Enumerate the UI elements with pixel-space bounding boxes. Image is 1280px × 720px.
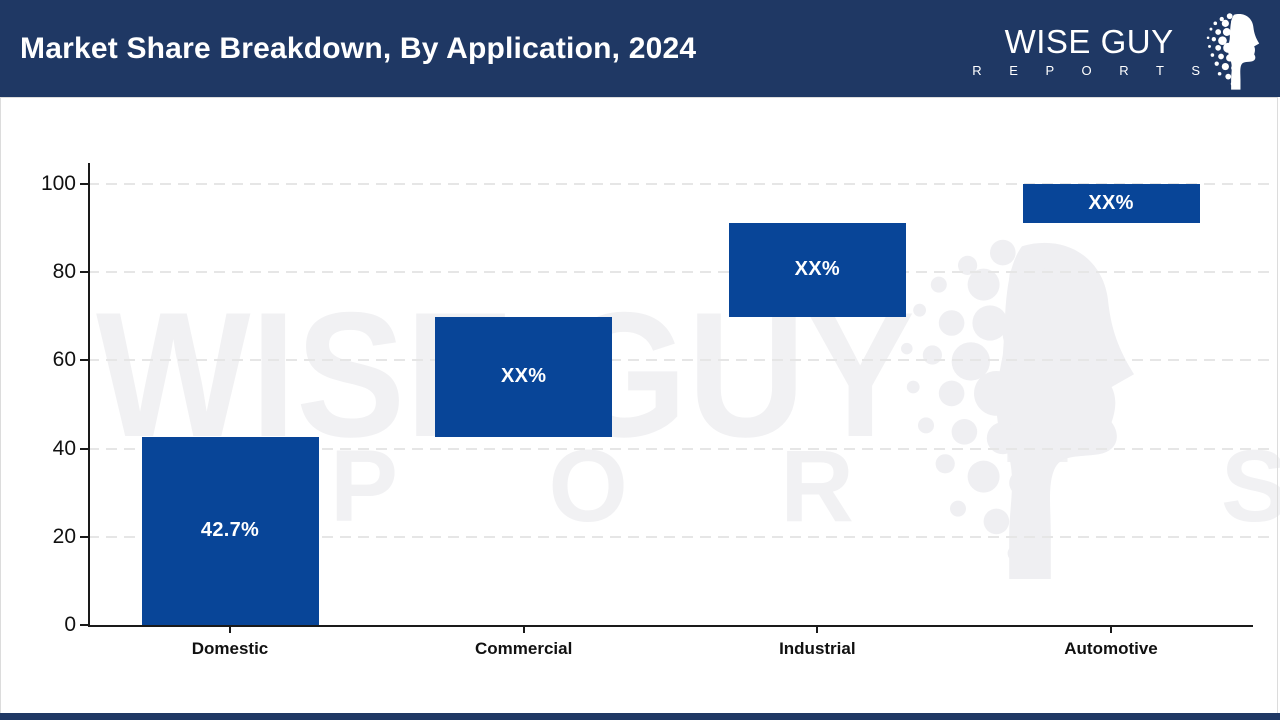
- y-tick-label-60: 60: [52, 348, 76, 372]
- bar-value-label: 42.7%: [200, 519, 260, 542]
- x-tick-label-automotive: Automotive: [1064, 639, 1158, 658]
- x-tick-commercial: [522, 625, 525, 633]
- x-axis-line: [88, 625, 1253, 627]
- y-tick-label-40: 40: [52, 436, 76, 460]
- gridline-80: [88, 271, 1276, 274]
- y-tick-0: [80, 624, 88, 626]
- bar-commercial: XX%: [435, 317, 613, 437]
- logo-wordmark: WISE GUY: [1004, 22, 1174, 60]
- y-tick-40: [80, 447, 88, 450]
- header-bar: Market Share Breakdown, By Application, …: [0, 0, 1280, 97]
- x-tick-label-domestic: Domestic: [191, 639, 269, 658]
- x-tick-industrial: [816, 625, 819, 633]
- gridline-100: [88, 183, 1276, 185]
- bar-value-label: XX%: [1088, 191, 1134, 214]
- y-axis-line: [88, 163, 90, 627]
- gridline-20: [88, 535, 1276, 538]
- gridline-40: [88, 447, 1276, 450]
- logo-text: WISE GUY R E P O R T S: [966, 23, 1212, 78]
- bar-domestic: 42.7%: [141, 436, 319, 625]
- chart-title: Market Share Breakdown, By Application, …: [20, 31, 697, 65]
- y-tick-80: [80, 271, 88, 274]
- y-tick-100: [80, 183, 88, 185]
- bar-automotive: XX%: [1022, 184, 1200, 223]
- wiseguy-logo: WISE GUY R E P O R T S: [966, 6, 1270, 94]
- x-tick-label-industrial: Industrial: [779, 639, 856, 658]
- x-tick-automotive: [1110, 625, 1112, 633]
- y-tick-label-0: 0: [64, 613, 76, 636]
- bar-industrial: XX%: [728, 222, 906, 318]
- x-tick-domestic: [229, 625, 231, 633]
- y-tick-label-80: 80: [52, 260, 76, 284]
- y-tick-60: [80, 359, 88, 362]
- footer-bar: [0, 713, 1280, 720]
- y-tick-label-20: 20: [52, 524, 76, 548]
- logo-reports-text: R E P O R T S: [972, 62, 1212, 78]
- bar-value-label: XX%: [794, 258, 841, 281]
- x-tick-label-commercial: Commercial: [474, 639, 573, 658]
- y-tick-label-100: 100: [40, 172, 76, 195]
- bar-value-label: XX%: [500, 365, 547, 388]
- gridline-60: [88, 359, 1276, 362]
- y-tick-20: [80, 535, 88, 538]
